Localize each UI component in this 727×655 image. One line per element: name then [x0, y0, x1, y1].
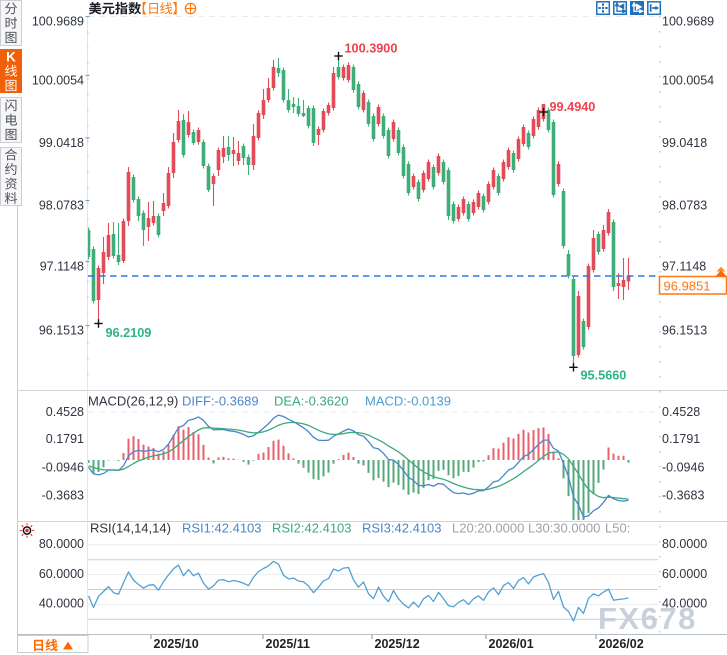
svg-text:RSI(14,14,14): RSI(14,14,14): [90, 521, 171, 536]
svg-text:40.0000: 40.0000: [39, 597, 84, 611]
svg-text:0.4528: 0.4528: [662, 405, 700, 419]
svg-text:80.0000: 80.0000: [39, 537, 84, 551]
svg-text:97.1148: 97.1148: [40, 259, 84, 273]
svg-text:98.0783: 98.0783: [662, 198, 707, 212]
svg-text:100.3900: 100.3900: [345, 42, 398, 56]
svg-text:2025/10: 2025/10: [154, 637, 199, 651]
svg-text:98.0783: 98.0783: [39, 198, 84, 212]
svg-text:60.0000: 60.0000: [39, 567, 84, 581]
svg-text:RSI3:42.4103: RSI3:42.4103: [362, 521, 442, 536]
svg-text:97.1148: 97.1148: [662, 259, 706, 273]
svg-text:40.0000: 40.0000: [662, 597, 707, 611]
svg-text:L30:30.0000: L30:30.0000: [528, 521, 600, 536]
svg-text:2025/12: 2025/12: [375, 637, 420, 651]
svg-text:2026/02: 2026/02: [599, 637, 644, 651]
svg-text:-0.0946: -0.0946: [42, 461, 84, 475]
svg-text:96.1513: 96.1513: [662, 323, 707, 337]
svg-text:0.4528: 0.4528: [46, 405, 84, 419]
svg-text:DIFF:-0.3689: DIFF:-0.3689: [182, 394, 259, 409]
svg-text:96.2109: 96.2109: [106, 326, 152, 340]
svg-text:2025/11: 2025/11: [266, 637, 311, 651]
svg-text:80.0000: 80.0000: [662, 537, 707, 551]
svg-text:FX678: FX678: [598, 601, 697, 636]
svg-text:-0.3683: -0.3683: [42, 489, 84, 503]
svg-text:MACD(26,12,9): MACD(26,12,9): [88, 394, 178, 409]
svg-text:RSI1:42.4103: RSI1:42.4103: [182, 521, 262, 536]
svg-text:L20:20.0000: L20:20.0000: [452, 521, 524, 536]
svg-text:99.0418: 99.0418: [662, 136, 707, 150]
svg-text:99.0418: 99.0418: [39, 136, 84, 150]
svg-text:0.1791: 0.1791: [46, 432, 84, 446]
svg-text:95.5660: 95.5660: [581, 369, 627, 383]
svg-text:96.1513: 96.1513: [39, 323, 84, 337]
svg-text:2026/01: 2026/01: [489, 637, 534, 651]
svg-text:100.9689: 100.9689: [662, 14, 714, 28]
svg-text:100.0054: 100.0054: [662, 73, 714, 87]
svg-text:MACD:-0.0139: MACD:-0.0139: [365, 394, 451, 409]
svg-text:96.9851: 96.9851: [664, 278, 711, 293]
svg-text:60.0000: 60.0000: [662, 567, 707, 581]
svg-text:100.9689: 100.9689: [32, 14, 84, 28]
svg-text:RSI2:42.4103: RSI2:42.4103: [272, 521, 352, 536]
svg-text:DEA:-0.3620: DEA:-0.3620: [274, 394, 348, 409]
svg-text:100.0054: 100.0054: [32, 73, 84, 87]
svg-text:-0.3683: -0.3683: [662, 489, 704, 503]
svg-text:L50:: L50:: [605, 521, 630, 536]
svg-text:K: K: [6, 50, 16, 65]
svg-text:99.4940: 99.4940: [550, 100, 596, 114]
svg-text:0.1791: 0.1791: [662, 432, 700, 446]
svg-text:-0.0946: -0.0946: [662, 461, 704, 475]
